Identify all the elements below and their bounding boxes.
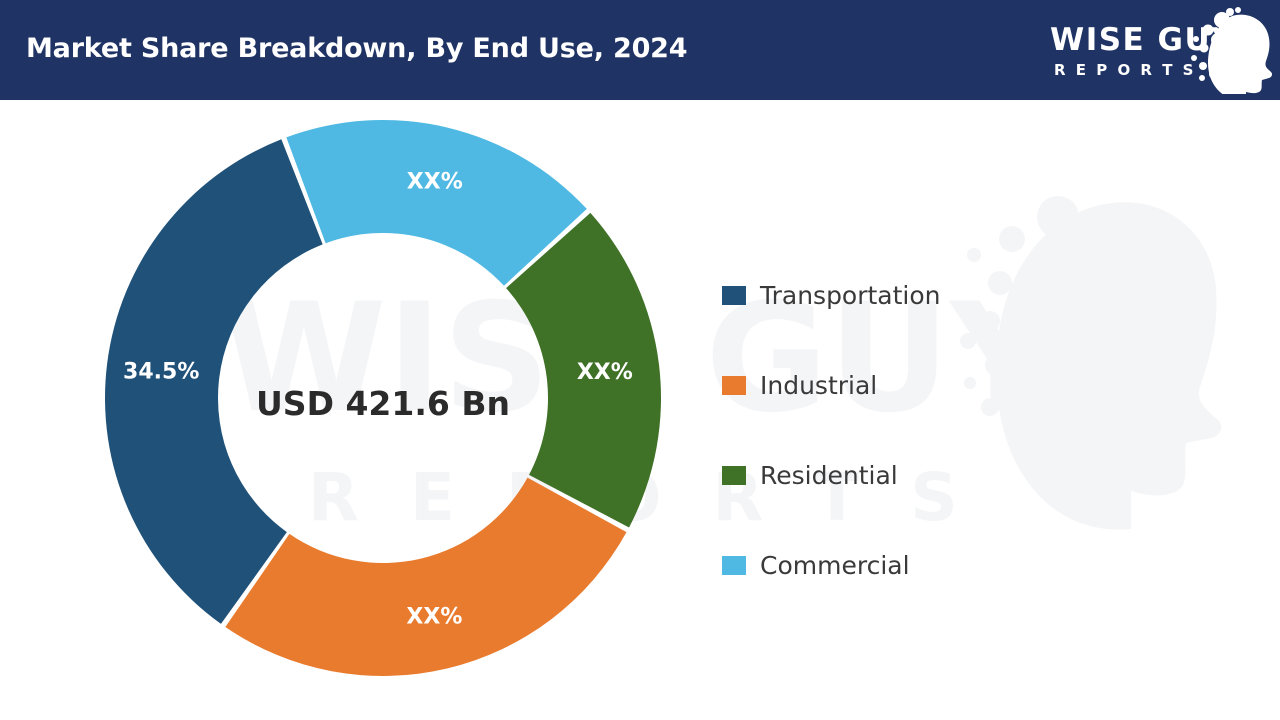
- legend-item-residential[interactable]: Residential: [722, 430, 1022, 520]
- page-title: Market Share Breakdown, By End Use, 2024: [26, 33, 688, 64]
- donut-slice-industrial[interactable]: [225, 477, 627, 677]
- legend-swatch-residential: [722, 465, 746, 485]
- logo-line2: R E P O R T S: [1054, 61, 1196, 79]
- donut-slice-label-industrial: XX%: [406, 605, 462, 630]
- wise-guy-reports-logo-icon: WISE GUY R E P O R T S: [1050, 7, 1272, 94]
- legend-swatch-transportation: [722, 285, 746, 305]
- donut-slice-group: [104, 120, 661, 677]
- donut-slice-label-residential: XX%: [577, 360, 633, 385]
- legend-item-transportation[interactable]: Transportation: [722, 250, 1022, 340]
- legend-label-industrial: Industrial: [760, 370, 878, 400]
- legend-label-transportation: Transportation: [760, 280, 941, 310]
- donut-slice-transportation[interactable]: [104, 139, 323, 624]
- donut-slice-residential[interactable]: [506, 212, 661, 528]
- donut-slice-label-group: 34.5% XX% XX% XX%: [123, 170, 633, 630]
- legend-item-commercial[interactable]: Commercial: [722, 520, 1022, 610]
- donut-slice-label-commercial: XX%: [407, 170, 463, 195]
- donut-chart: 34.5% XX% XX% XX% USD 421.6 Bn: [104, 120, 661, 677]
- legend-swatch-industrial: [722, 375, 746, 395]
- legend-label-commercial: Commercial: [760, 550, 910, 580]
- chart-body: WISE GUY R E P O R T S: [0, 100, 1280, 720]
- logo-head-profile-icon: [1191, 7, 1272, 94]
- legend-swatch-commercial: [722, 555, 746, 575]
- donut-slice-commercial[interactable]: [286, 120, 587, 286]
- donut-slice-label-transportation: 34.5%: [123, 359, 199, 384]
- donut-center-value: USD 421.6 Bn: [256, 384, 510, 423]
- chart-legend: Transportation Industrial Residential Co…: [722, 250, 1022, 610]
- legend-item-industrial[interactable]: Industrial: [722, 340, 1022, 430]
- header-bar: Market Share Breakdown, By End Use, 2024…: [0, 0, 1280, 100]
- legend-label-residential: Residential: [760, 460, 898, 490]
